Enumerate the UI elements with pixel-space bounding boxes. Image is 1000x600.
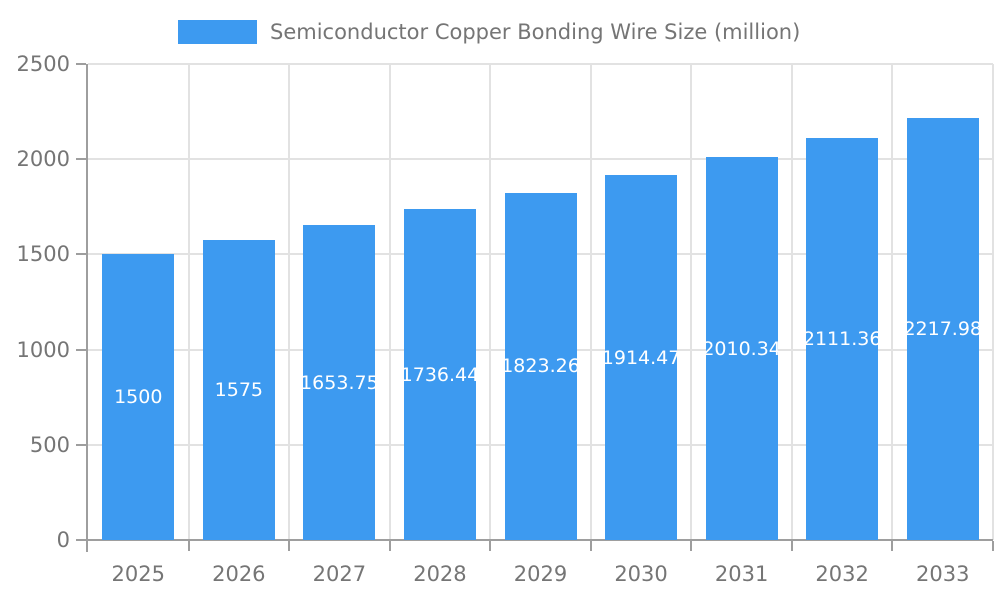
v-gridline [690, 64, 693, 540]
x-tick-label: 2030 [614, 562, 668, 586]
bar[interactable]: 1575 [202, 240, 275, 540]
x-tick-label: 2028 [413, 562, 467, 586]
bar[interactable]: 2111.36 [806, 137, 879, 540]
bar[interactable]: 1914.47 [605, 175, 678, 540]
x-axis-line [86, 539, 993, 541]
x-axis-tick [187, 541, 190, 551]
bar[interactable]: 2010.34 [705, 157, 778, 540]
x-tick-label: 2031 [714, 562, 769, 586]
x-tick-label: 2033 [915, 562, 970, 586]
x-axis-tick [589, 541, 592, 551]
legend-swatch[interactable] [178, 20, 257, 44]
bar-value-label: 1653.75 [303, 371, 376, 394]
y-tick-label: 2000 [16, 147, 70, 172]
x-tick-label: 2027 [312, 562, 367, 586]
x-axis-tick [288, 541, 291, 551]
bar[interactable]: 2217.98 [906, 117, 979, 540]
h-gridline [88, 63, 993, 65]
x-tick-label: 2032 [815, 562, 869, 586]
x-tick-label: 2026 [212, 562, 266, 586]
bar[interactable]: 1653.75 [303, 225, 376, 540]
bar[interactable]: 1500 [102, 254, 175, 540]
v-gridline [187, 64, 190, 540]
x-tick-label: 2029 [513, 562, 568, 586]
bar-value-label: 1823.26 [504, 355, 577, 378]
bar-value-label: 1575 [214, 379, 263, 402]
bar[interactable]: 1736.44 [403, 209, 476, 540]
bar[interactable]: 1823.26 [504, 192, 577, 540]
bar-value-label: 2010.34 [705, 337, 778, 360]
v-gridline [891, 64, 894, 540]
y-axis-tick [76, 539, 86, 541]
x-tick-label: 2025 [111, 562, 165, 586]
bar-value-label: 1500 [114, 386, 163, 409]
v-gridline [489, 64, 492, 540]
v-gridline [388, 64, 391, 540]
x-axis-tick [891, 541, 894, 551]
y-axis-tick [76, 348, 86, 351]
h-gridline [88, 158, 993, 161]
x-axis-tick [489, 541, 492, 551]
y-axis-tick [76, 443, 86, 446]
y-axis-tick [76, 158, 86, 161]
v-gridline [790, 64, 793, 540]
y-tick-label: 0 [56, 528, 70, 552]
x-axis-tick [790, 541, 793, 551]
y-axis-tick [76, 63, 86, 65]
x-axis-tick [690, 541, 693, 551]
legend[interactable]: Semiconductor Copper Bonding Wire Size (… [178, 20, 800, 44]
legend-label: Semiconductor Copper Bonding Wire Size (… [270, 20, 801, 44]
y-tick-label: 1500 [16, 242, 70, 267]
v-gridline [288, 64, 291, 540]
x-axis-tick [992, 541, 994, 551]
bar-value-label: 1914.47 [605, 346, 678, 369]
y-tick-label: 1000 [16, 337, 70, 362]
x-axis-tick [388, 541, 391, 551]
y-tick-label: 500 [29, 432, 70, 457]
bar-value-label: 1736.44 [403, 363, 476, 386]
y-axis-line [86, 64, 88, 552]
v-gridline [589, 64, 592, 540]
v-gridline [992, 64, 994, 540]
bar-value-label: 2217.98 [906, 317, 979, 340]
bar-value-label: 2111.36 [806, 327, 879, 350]
y-tick-label: 2500 [16, 52, 70, 76]
y-axis-tick [76, 253, 86, 256]
